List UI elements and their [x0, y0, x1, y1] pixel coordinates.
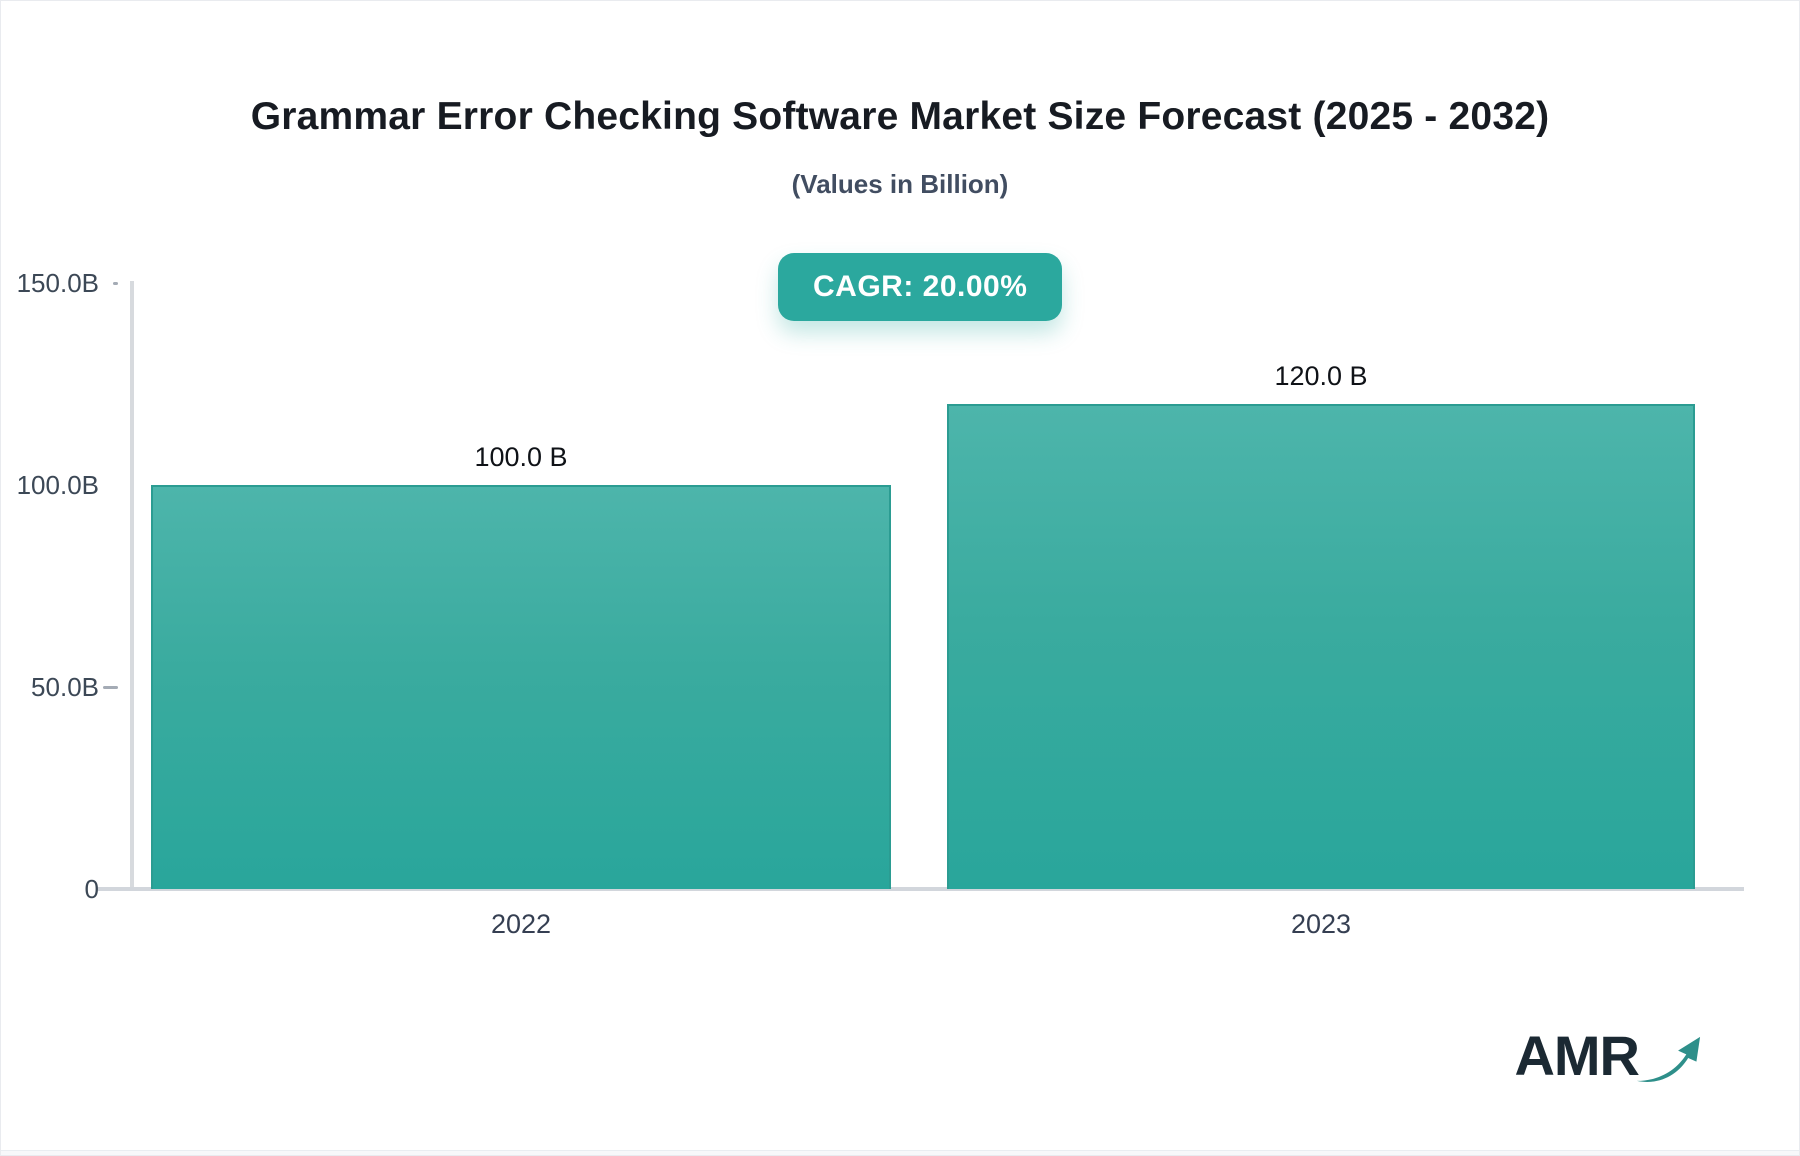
- chart-subtitle: (Values in Billion): [791, 169, 1009, 199]
- bar-group-2023: 120.0 B 2023: [947, 283, 1695, 939]
- bar-2022: [151, 485, 891, 889]
- card-bottom-edge: [1, 1150, 1799, 1155]
- bar-value-label: 120.0 B: [1274, 361, 1368, 391]
- y-tick-label: 50.0B: [31, 672, 99, 702]
- cagr-badge: CAGR: 20.00%: [778, 253, 1063, 321]
- amr-logo: AMR: [1514, 1023, 1701, 1088]
- bar-group-2022: 100.0 B 2022: [151, 283, 891, 939]
- y-tick-mark: [103, 686, 118, 689]
- bar-2023: [947, 404, 1695, 889]
- y-axis-line: [130, 281, 134, 891]
- y-tick-mark: [113, 282, 118, 285]
- y-tick-label: 100.0B: [16, 470, 99, 500]
- chart-title: Grammar Error Checking Software Market S…: [250, 95, 1550, 138]
- plot-area: 100.0 B 2022 120.0 B 2023: [132, 283, 1744, 939]
- x-axis-label-2023: 2023: [1290, 909, 1352, 939]
- y-tick-label: 0: [84, 874, 99, 904]
- growth-arrow-icon: [1636, 1036, 1701, 1082]
- x-axis-line: [98, 887, 1744, 891]
- amr-logo-text: AMR: [1514, 1024, 1640, 1087]
- bar-value-label: 100.0 B: [474, 442, 568, 472]
- y-tick-label: 150.0B: [16, 268, 99, 298]
- x-axis-label-2022: 2022: [490, 909, 552, 939]
